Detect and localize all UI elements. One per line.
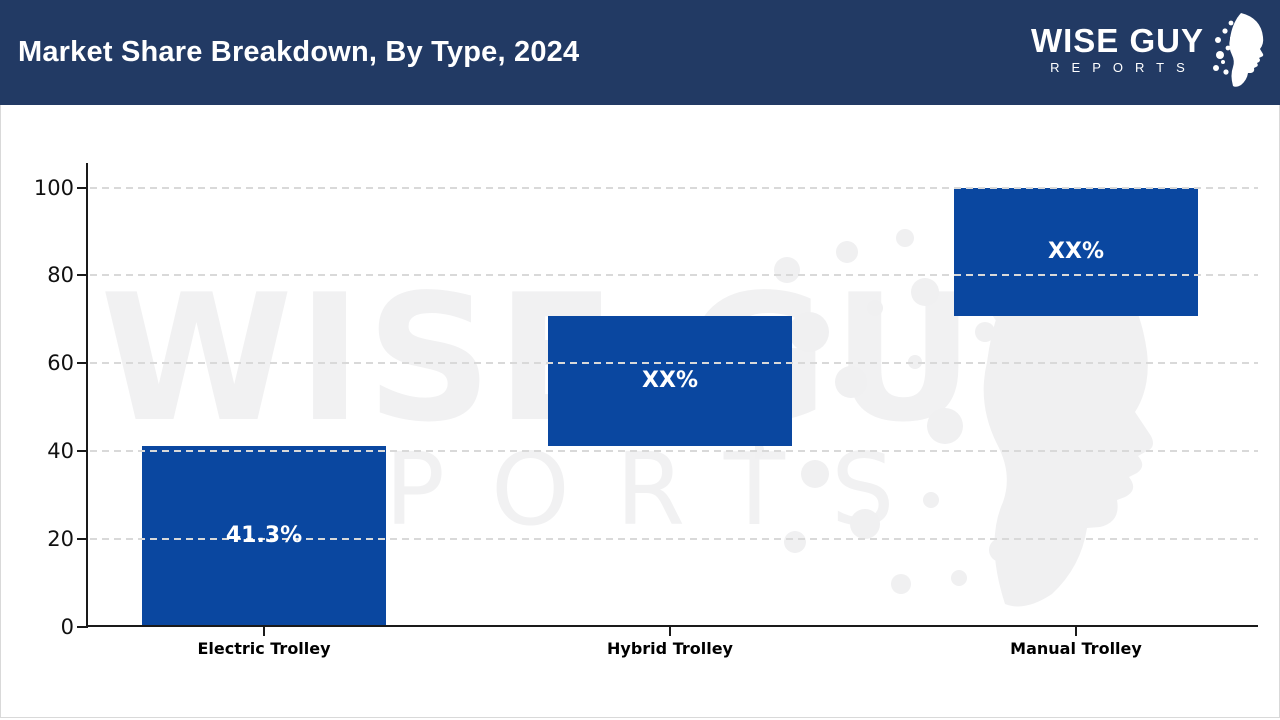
y-axis-line: [86, 163, 88, 627]
gridline-20: [90, 538, 1258, 541]
x-axis-label-electric-trolley: Electric Trolley: [197, 639, 331, 658]
logo-wordmark: WISE GUY: [1030, 22, 1204, 59]
x-axis-line: [86, 625, 1258, 627]
logo-subtext: REPORTS: [1050, 60, 1197, 75]
gridline-60: [90, 362, 1258, 365]
bar-electric-trolley: [142, 445, 386, 627]
y-tick-label-20: 20: [47, 527, 74, 552]
bar-hybrid-trolley: [548, 316, 792, 446]
gridline-40: [90, 450, 1258, 453]
logo-text: WISE GUY REPORTS: [1031, 24, 1204, 74]
y-tick-label-60: 60: [47, 351, 74, 376]
y-tick-label-0: 0: [60, 615, 74, 639]
y-tick-label-80: 80: [47, 263, 74, 288]
brand-logo: WISE GUY REPORTS: [1031, 10, 1268, 88]
y-tick-label-100: 100: [33, 175, 74, 200]
y-tick-mark-80: [77, 274, 88, 277]
y-tick-mark-40: [77, 450, 88, 453]
y-tick-label-40: 40: [47, 439, 74, 464]
gridline-100: [90, 186, 1258, 189]
bar-value-label-electric-trolley: 41.3%: [225, 523, 303, 549]
header: Market Share Breakdown, By Type, 2024 WI…: [0, 0, 1280, 105]
y-tick-mark-0: [77, 626, 88, 628]
x-axis-label-hybrid-trolley: Hybrid Trolley: [607, 639, 733, 658]
gridline-80: [90, 274, 1258, 277]
x-axis-label-manual-trolley: Manual Trolley: [1010, 639, 1142, 658]
y-tick-mark-100: [77, 186, 88, 189]
x-tick-mark-electric-trolley: [263, 627, 265, 636]
y-tick-mark-20: [77, 538, 88, 541]
bar-manual-trolley: [954, 187, 1198, 317]
page-title: Market Share Breakdown, By Type, 2024: [18, 36, 580, 68]
bar-value-label-manual-trolley: XX%: [1048, 238, 1104, 264]
x-tick-mark-hybrid-trolley: [669, 627, 671, 636]
x-tick-mark-manual-trolley: [1075, 627, 1077, 636]
bar-value-label-hybrid-trolley: XX%: [642, 367, 698, 393]
y-tick-mark-60: [77, 362, 88, 365]
logo-face-icon: [1213, 13, 1264, 87]
watermark-face-icon: [755, 229, 1153, 607]
